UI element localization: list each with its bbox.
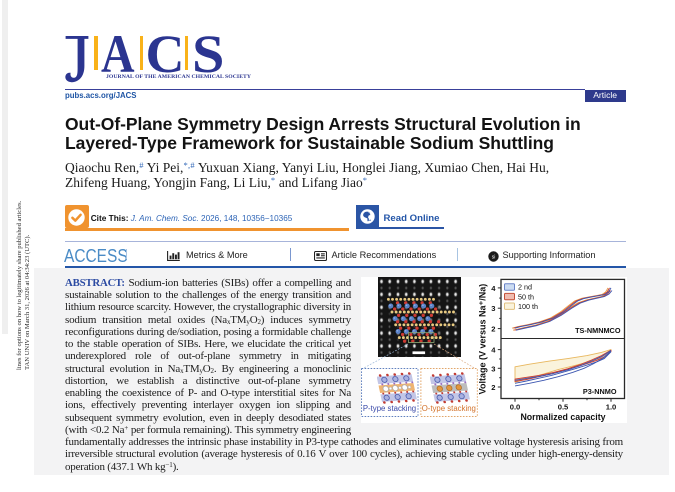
svg-text:Voltage (V versus Na⁺/Na): Voltage (V versus Na⁺/Na) bbox=[478, 284, 488, 395]
svg-text:0.0: 0.0 bbox=[510, 403, 521, 412]
svg-text:1.0: 1.0 bbox=[606, 403, 617, 412]
svg-text:TS-NMNMCO: TS-NMNMCO bbox=[575, 326, 621, 335]
svg-text:50 th: 50 th bbox=[518, 292, 534, 301]
svg-text:2: 2 bbox=[491, 325, 495, 334]
svg-text:2 nd: 2 nd bbox=[518, 283, 532, 292]
svg-text:4: 4 bbox=[491, 346, 496, 355]
svg-text:Normalized capacity: Normalized capacity bbox=[520, 412, 605, 422]
svg-text:100 th: 100 th bbox=[518, 302, 538, 311]
svg-text:4: 4 bbox=[491, 284, 496, 293]
svg-text:0.5: 0.5 bbox=[558, 403, 569, 412]
svg-text:si: si bbox=[491, 255, 495, 261]
svg-text:P3-NNMO: P3-NNMO bbox=[583, 387, 617, 396]
svg-text:3: 3 bbox=[491, 304, 495, 313]
svg-text:2: 2 bbox=[491, 383, 495, 392]
svg-text:3: 3 bbox=[491, 364, 495, 373]
